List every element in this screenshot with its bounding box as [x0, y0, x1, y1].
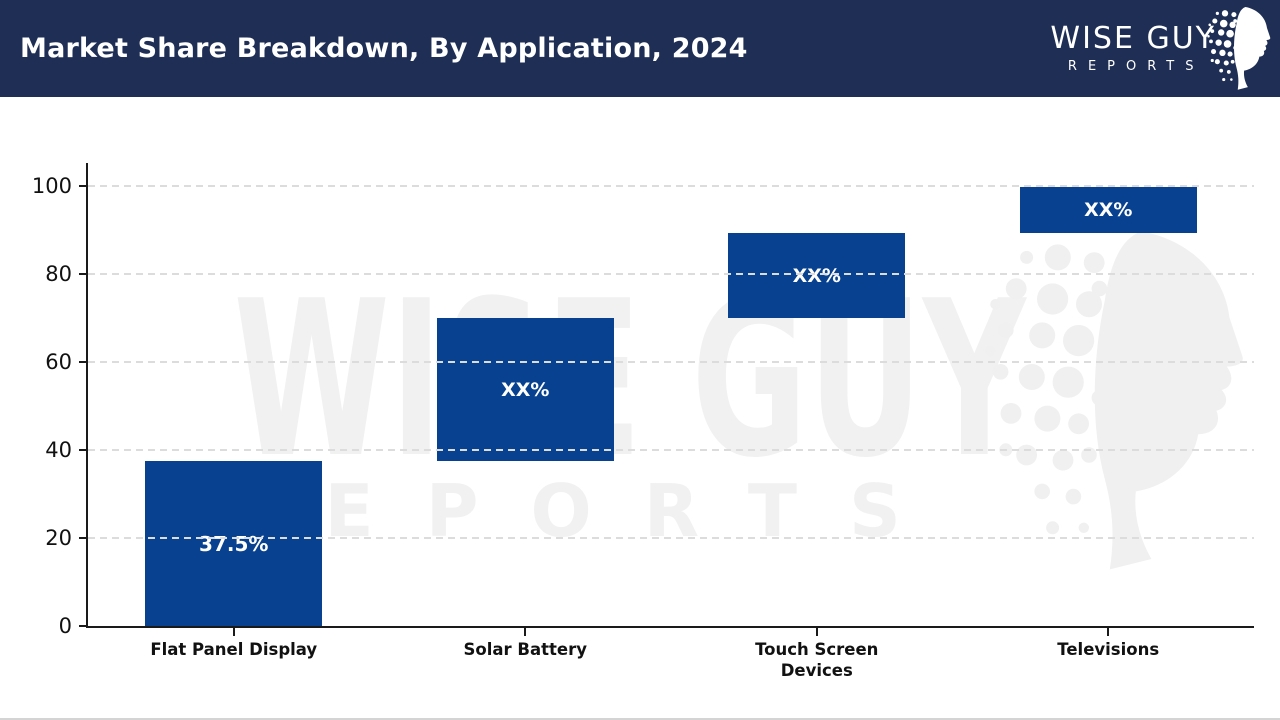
gridline-40 [88, 449, 1254, 451]
x-category-label-televisions: Televisions [1057, 640, 1160, 659]
logo-brand-text: WISE GUY [1050, 21, 1216, 56]
wiseguy-logo: WISE GUY REPORTS [1050, 7, 1272, 91]
y-tick-mark [79, 625, 87, 628]
y-tick-label: 40 [45, 438, 72, 462]
y-tick-mark [79, 273, 87, 276]
y-tick-label: 20 [45, 526, 72, 550]
gridline-20 [88, 537, 1254, 539]
x-tick-mark [1107, 628, 1110, 636]
waterfall-chart: 0 20 40 60 80 100 37.5% Flat Panel Display XX% So… [0, 97, 1280, 718]
header-banner: Market Share Breakdown, By Application, … [0, 0, 1280, 97]
logo-text: WISE GUY REPORTS [1050, 21, 1216, 74]
y-tick-mark [79, 185, 87, 188]
watermark-sub-text: REPORTS [217, 469, 953, 553]
y-tick-label: 0 [58, 614, 72, 638]
logo-sub-text: REPORTS [1067, 59, 1205, 74]
bar-flat-panel-display: 37.5% [145, 461, 323, 626]
y-tick-label: 100 [31, 174, 72, 198]
x-category-label-touch-screen-devices: Touch Screen Devices [755, 640, 879, 680]
y-tick-label: 60 [45, 350, 72, 374]
bar-value-label: XX% [1084, 199, 1133, 222]
gridline-100 [88, 185, 1254, 187]
bar-value-label: XX% [792, 264, 841, 287]
y-tick-label: 80 [45, 262, 72, 286]
y-tick-mark [79, 449, 87, 452]
y-tick-mark [79, 361, 87, 364]
x-tick-mark [232, 628, 235, 636]
page-title: Market Share Breakdown, By Application, … [20, 33, 748, 64]
x-tick-mark [524, 628, 527, 636]
bar-value-label: XX% [501, 378, 550, 401]
gridline-60 [88, 361, 1254, 363]
bottom-divider [0, 718, 1280, 720]
bar-televisions: XX% [1019, 187, 1197, 234]
bar-touch-screen-devices: XX% [728, 233, 906, 318]
x-category-label-flat-panel-display: Flat Panel Display [150, 640, 318, 659]
bar-value-label: 37.5% [199, 531, 269, 556]
gridline-80 [88, 273, 1254, 275]
chart-area: WISE GUY REPORTS 0 20 40 60 80 100 37.5% Flat P… [0, 97, 1280, 718]
bar-solar-battery: XX% [436, 318, 614, 461]
x-tick-mark [815, 628, 818, 636]
x-category-label-solar-battery: Solar Battery [463, 640, 587, 659]
y-axis-line [86, 163, 89, 628]
x-axis-line [86, 626, 1254, 629]
y-tick-mark [79, 537, 87, 540]
